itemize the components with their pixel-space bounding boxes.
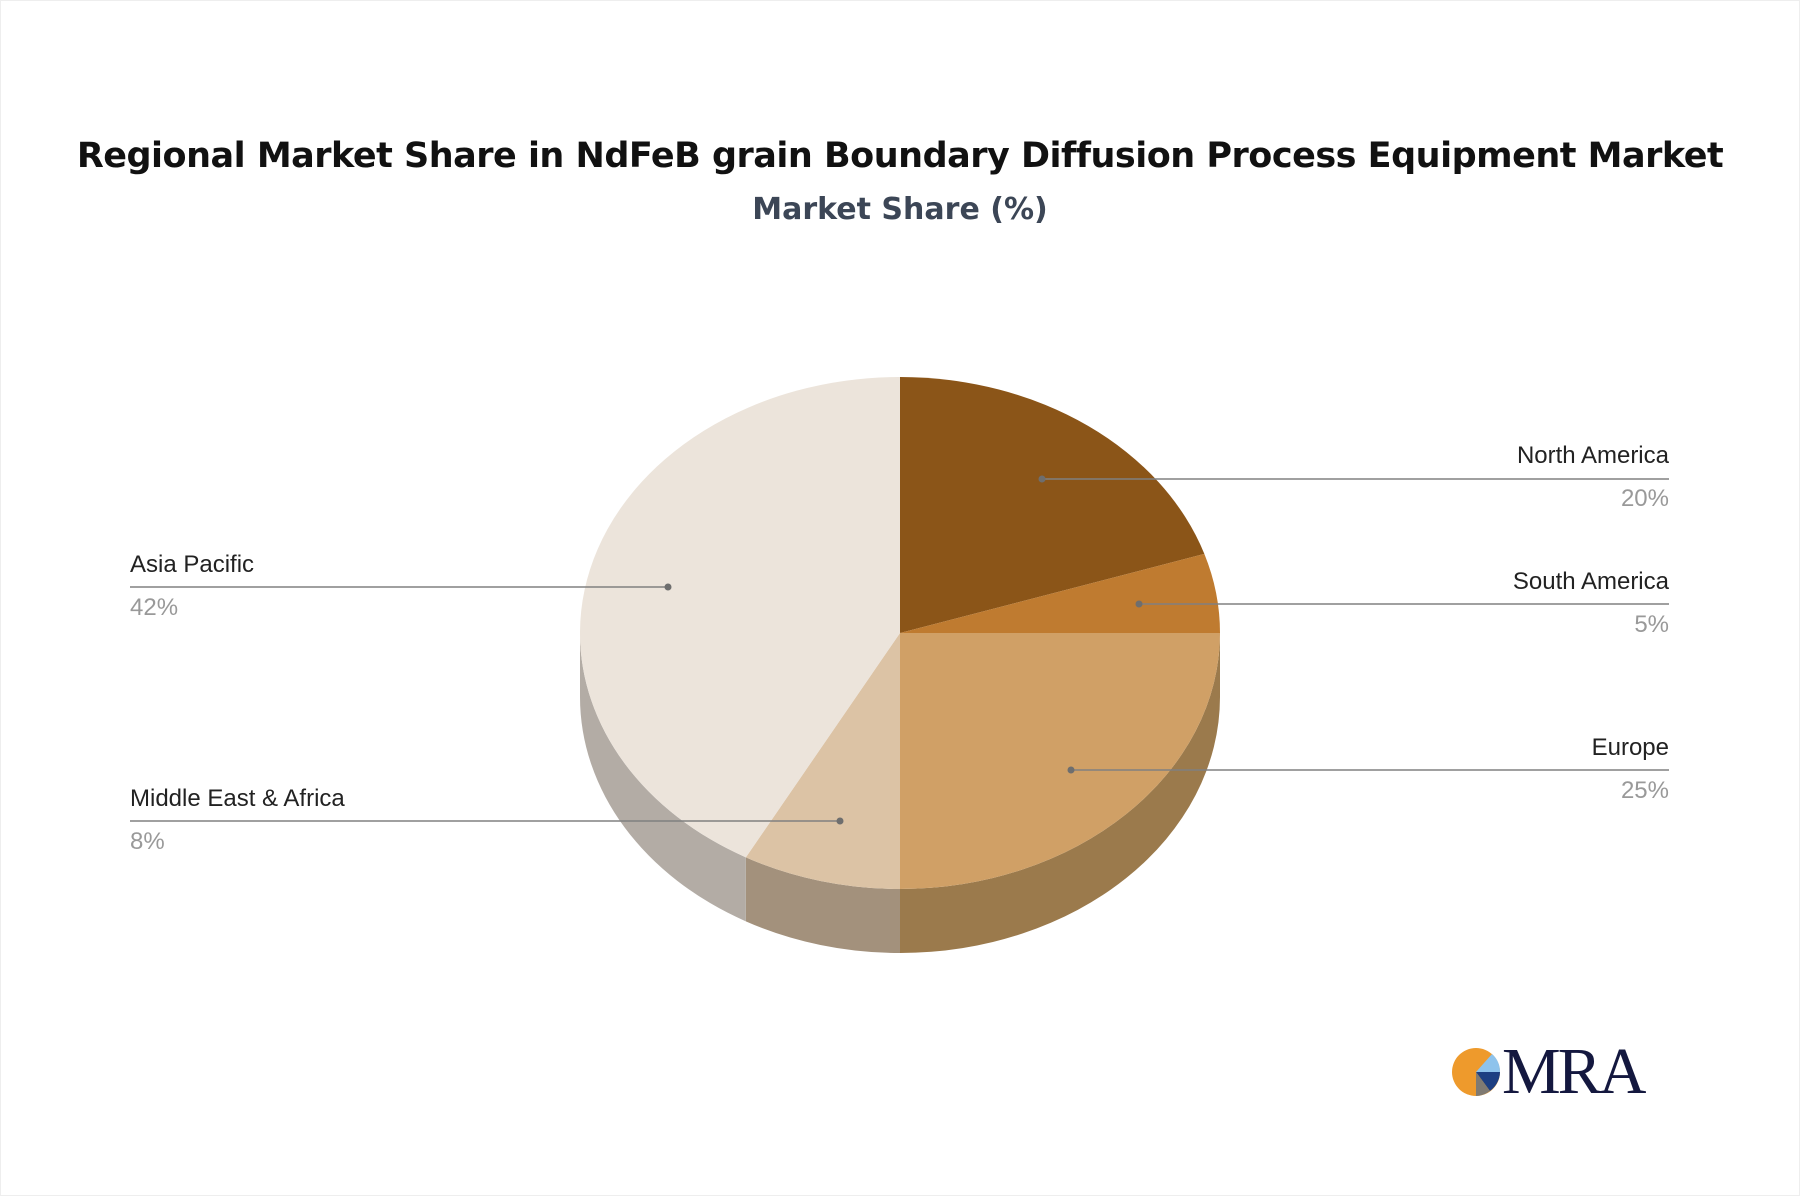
label-south-america: South America: [1512, 568, 1669, 595]
logo-pie-icon: [1452, 1048, 1501, 1096]
value-middle-east-africa: 8%: [130, 828, 165, 855]
pie-slice-south-america[interactable]: [900, 553, 1220, 633]
pie-side-europe: [900, 633, 1220, 953]
chart-title: Regional Market Share in NdFeB grain Bou…: [76, 136, 1724, 176]
logo-text: MRA: [1502, 1035, 1646, 1108]
value-asia-pacific: 42%: [130, 594, 179, 621]
leader-dot-north-america: [1038, 475, 1046, 483]
chart-subtitle: Market Share (%): [752, 192, 1048, 227]
pie-side-middle-east-africa: [745, 857, 900, 953]
label-europe: Europe: [1591, 734, 1669, 761]
pie-slice-europe[interactable]: [900, 633, 1220, 889]
leader-dot-middle-east-africa: [836, 817, 844, 825]
label-asia-pacific: Asia Pacific: [130, 551, 255, 578]
value-south-america: 5%: [1634, 611, 1669, 638]
value-europe: 25%: [1620, 777, 1669, 804]
mra-logo: MRA: [1450, 1035, 1646, 1108]
leader-dot-south-america: [1135, 600, 1143, 608]
pie-slice-asia-pacific[interactable]: [580, 377, 900, 858]
label-north-america: North America: [1516, 442, 1669, 469]
label-middle-east-africa: Middle East & Africa: [130, 785, 345, 812]
pie-slice-north-america[interactable]: [900, 377, 1205, 633]
value-north-america: 20%: [1620, 485, 1669, 512]
leader-dot-europe: [1067, 766, 1075, 774]
pie-side-asia-pacific: [580, 633, 746, 922]
leader-dot-asia-pacific: [664, 583, 672, 591]
pie-slice-middle-east-africa[interactable]: [745, 633, 900, 889]
